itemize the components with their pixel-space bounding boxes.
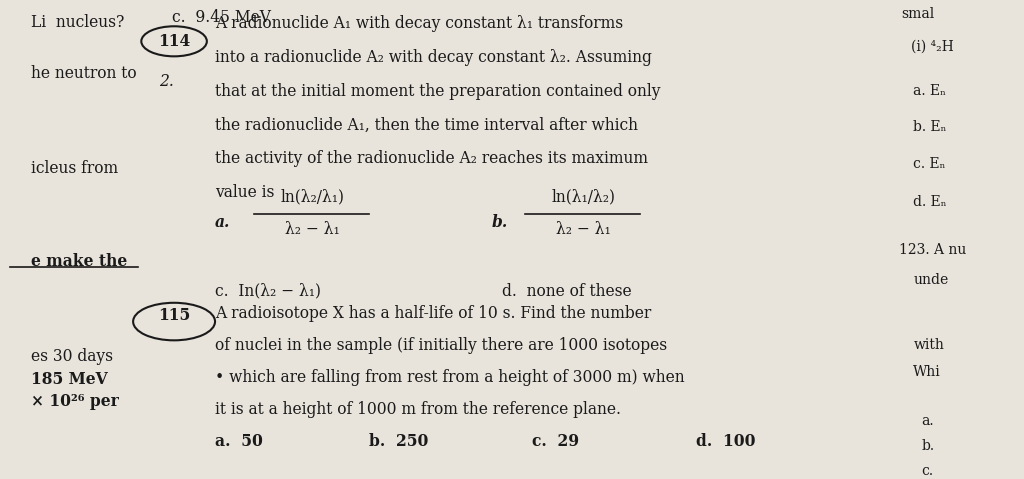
Text: the activity of the radionuclide A₂ reaches its maximum: the activity of the radionuclide A₂ reac…: [215, 150, 648, 167]
Text: d.  none of these: d. none of these: [502, 283, 632, 299]
Text: icleus from: icleus from: [31, 160, 118, 177]
Text: ln(λ₂/λ₁): ln(λ₂/λ₁): [281, 189, 344, 205]
Text: a.: a.: [922, 414, 934, 428]
Text: c.  9.45 MeV: c. 9.45 MeV: [172, 10, 271, 26]
Text: λ₂ − λ₁: λ₂ − λ₁: [556, 221, 611, 238]
Text: d.  100: d. 100: [696, 433, 756, 450]
Text: b.: b.: [492, 214, 508, 230]
Text: of nuclei in the sample (if initially there are 1000 isotopes: of nuclei in the sample (if initially th…: [215, 337, 668, 354]
Text: value is: value is: [215, 184, 274, 201]
Text: • which are falling from rest from a height of 3000 m) when: • which are falling from rest from a hei…: [215, 369, 685, 386]
Text: A radionuclide A₁ with decay constant λ₁ transforms: A radionuclide A₁ with decay constant λ₁…: [215, 15, 624, 32]
Text: d. Eₙ: d. Eₙ: [913, 195, 947, 209]
Text: c.  29: c. 29: [532, 433, 580, 450]
Text: the radionuclide A₁, then the time interval after which: the radionuclide A₁, then the time inter…: [215, 116, 638, 134]
Text: a.: a.: [215, 214, 230, 230]
Text: c. Eₙ: c. Eₙ: [913, 157, 946, 171]
Text: a.  50: a. 50: [215, 433, 263, 450]
Text: into a radionuclide A₂ with decay constant λ₂. Assuming: into a radionuclide A₂ with decay consta…: [215, 49, 652, 66]
Text: × 10²⁶ per: × 10²⁶ per: [31, 393, 119, 411]
Text: 2.: 2.: [159, 73, 173, 90]
Text: ln(λ₁/λ₂): ln(λ₁/λ₂): [552, 189, 615, 205]
Text: 114: 114: [158, 33, 190, 50]
Text: 185 MeV: 185 MeV: [31, 371, 108, 388]
Text: smal: smal: [901, 7, 934, 21]
Text: unde: unde: [913, 273, 948, 287]
Text: (i) ⁴₂H: (i) ⁴₂H: [911, 40, 954, 54]
Text: b. Eₙ: b. Eₙ: [913, 120, 947, 134]
Text: a. Eₙ: a. Eₙ: [913, 84, 946, 99]
Text: with: with: [913, 338, 944, 352]
Text: c.: c.: [922, 464, 934, 478]
Text: 123. A nu: 123. A nu: [899, 243, 967, 257]
Text: it is at a height of 1000 m from the reference plane.: it is at a height of 1000 m from the ref…: [215, 401, 621, 418]
Text: A radioisotope X has a half-life of 10 s. Find the number: A radioisotope X has a half-life of 10 s…: [215, 305, 651, 322]
Text: 115: 115: [158, 308, 190, 324]
Text: λ₂ − λ₁: λ₂ − λ₁: [285, 221, 340, 238]
Text: Whi: Whi: [913, 365, 941, 379]
Text: that at the initial moment the preparation contained only: that at the initial moment the preparati…: [215, 82, 660, 100]
Text: Li  nucleus?: Li nucleus?: [31, 14, 124, 31]
Text: es 30 days: es 30 days: [31, 348, 113, 365]
Text: e make the: e make the: [31, 252, 127, 270]
Text: he neutron to: he neutron to: [31, 65, 136, 82]
Text: b.: b.: [922, 439, 935, 453]
Text: c.  In(λ₂ − λ₁): c. In(λ₂ − λ₁): [215, 283, 322, 299]
Text: b.  250: b. 250: [369, 433, 428, 450]
